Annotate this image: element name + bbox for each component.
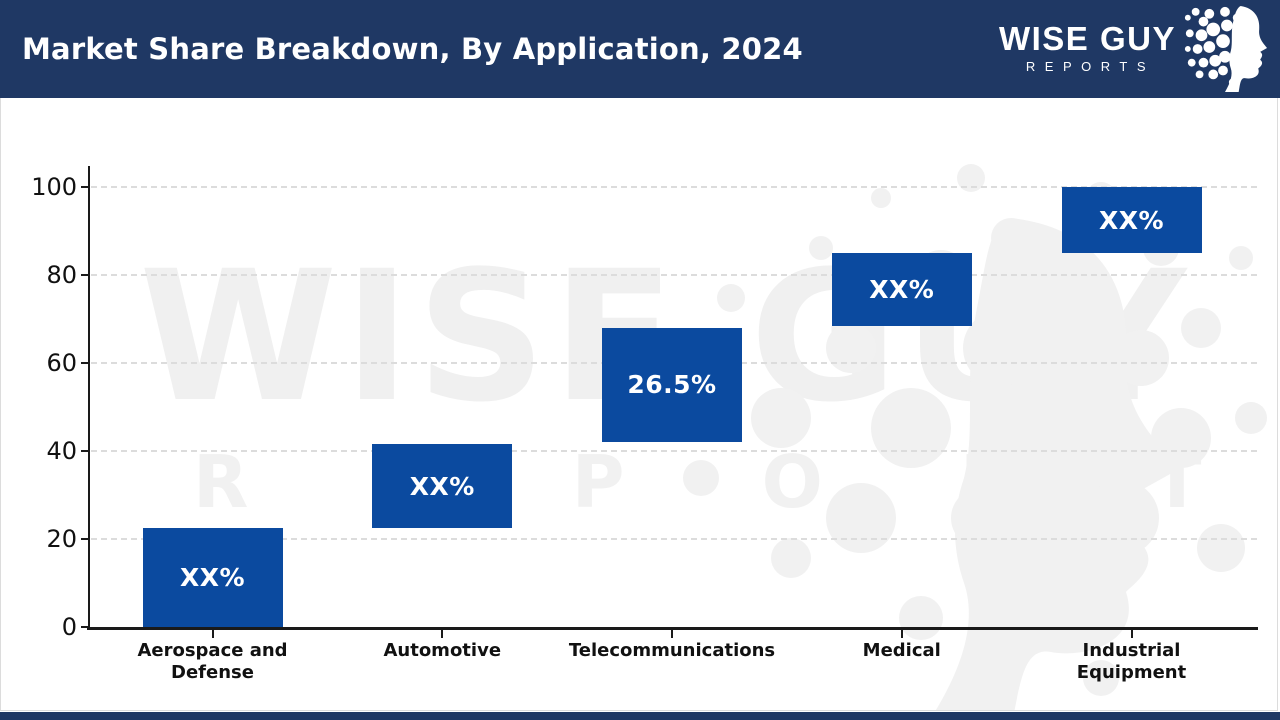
y-tick-label-40: 40: [46, 437, 77, 465]
y-tick-0: [81, 626, 89, 628]
y-tick-60: [81, 362, 89, 364]
y-axis-line: [88, 166, 90, 630]
x-tick-3: [900, 630, 903, 638]
y-tick-label-80: 80: [46, 261, 77, 289]
x-category-label: Aerospace and Defense: [137, 640, 288, 683]
y-tick-label-100: 100: [31, 173, 77, 201]
gridline-y40: [91, 450, 1257, 452]
x-tick-2: [671, 630, 673, 638]
bar: XX%: [1061, 187, 1202, 253]
bar-value-label: XX%: [869, 274, 935, 304]
bar: XX%: [831, 253, 972, 326]
bar-value-label: XX%: [409, 471, 475, 501]
y-tick-label-0: 0: [61, 613, 77, 641]
x-category-label: Automotive: [383, 640, 502, 661]
x-axis-line: [87, 627, 1258, 630]
watermark-face-icon: [683, 164, 1267, 710]
x-category-label: Telecommunications: [568, 640, 776, 661]
logo-subtext: REPORTS: [1025, 59, 1156, 75]
y-tick-20: [81, 538, 89, 540]
logo-face-icon: [1184, 5, 1268, 92]
gridline-y80: [91, 274, 1257, 276]
bar-value-label: XX%: [179, 563, 246, 592]
gridline-y20: [91, 538, 1257, 540]
bar: 26.5%: [602, 327, 742, 443]
y-tick-100: [81, 186, 89, 188]
x-tick-0: [211, 630, 214, 638]
gridline-y100: [91, 186, 1257, 188]
x-category-label: Medical: [862, 640, 941, 661]
chart-body: WISE GUY R E P O R T S 020406080100Aeros…: [0, 98, 1278, 711]
logo-wordmark: WISE GUY: [998, 19, 1176, 57]
x-tick-4: [1130, 630, 1133, 638]
y-tick-label-20: 20: [46, 525, 77, 553]
y-tick-80: [81, 274, 89, 276]
bar-value-label: 26.5%: [627, 370, 717, 400]
bar: XX%: [372, 444, 513, 528]
header-bar: Market Share Breakdown, By Application, …: [0, 0, 1280, 98]
y-tick-label-60: 60: [46, 349, 77, 377]
footer-bar: [0, 712, 1280, 720]
x-category-label: Industrial Equipment: [1076, 640, 1187, 683]
bar: XX%: [142, 528, 283, 627]
y-tick-40: [81, 450, 89, 452]
bar-value-label: XX%: [1098, 205, 1165, 235]
chart-title: Market Share Breakdown, By Application, …: [22, 32, 803, 66]
plot-area: 0 20 40 60 80 100 Aerospace and Defense Automoti…: [1, 98, 1277, 710]
x-tick-1: [441, 630, 444, 638]
brand-logo: WISE GUY REPORTS: [999, 4, 1268, 92]
logo-wordmark-block: WISE GUY REPORTS: [998, 19, 1176, 75]
